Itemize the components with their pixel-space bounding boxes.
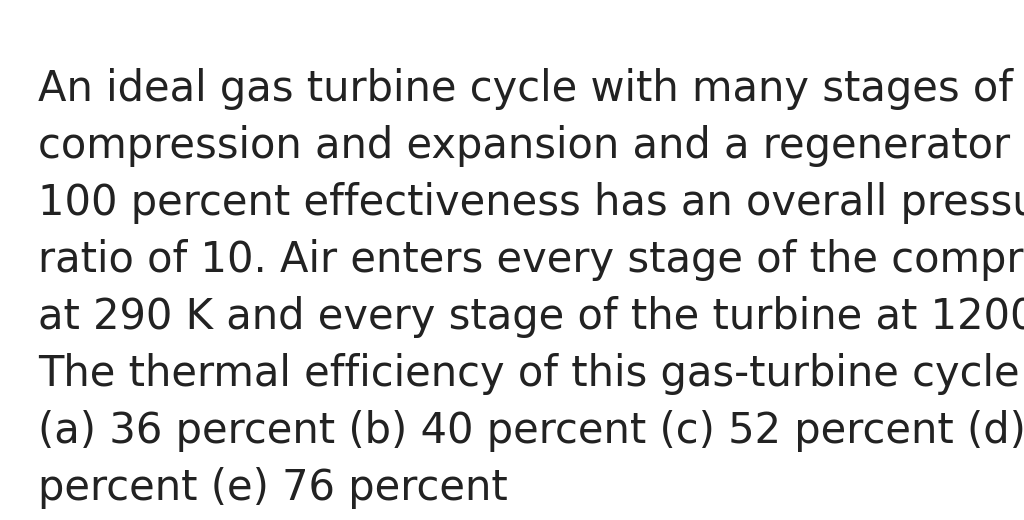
Text: at 290 K and every stage of the turbine at 1200 K.: at 290 K and every stage of the turbine …: [38, 296, 1024, 338]
Text: 100 percent effectiveness has an overall pressure: 100 percent effectiveness has an overall…: [38, 182, 1024, 224]
Text: An ideal gas turbine cycle with many stages of: An ideal gas turbine cycle with many sta…: [38, 68, 1013, 110]
Text: ratio of 10. Air enters every stage of the compressor: ratio of 10. Air enters every stage of t…: [38, 239, 1024, 281]
Text: (a) 36 percent (b) 40 percent (c) 52 percent (d) 64: (a) 36 percent (b) 40 percent (c) 52 per…: [38, 410, 1024, 452]
Text: The thermal efficiency of this gas-turbine cycle is: The thermal efficiency of this gas-turbi…: [38, 353, 1024, 395]
Text: compression and expansion and a regenerator of: compression and expansion and a regenera…: [38, 125, 1024, 167]
Text: percent (e) 76 percent: percent (e) 76 percent: [38, 467, 508, 509]
